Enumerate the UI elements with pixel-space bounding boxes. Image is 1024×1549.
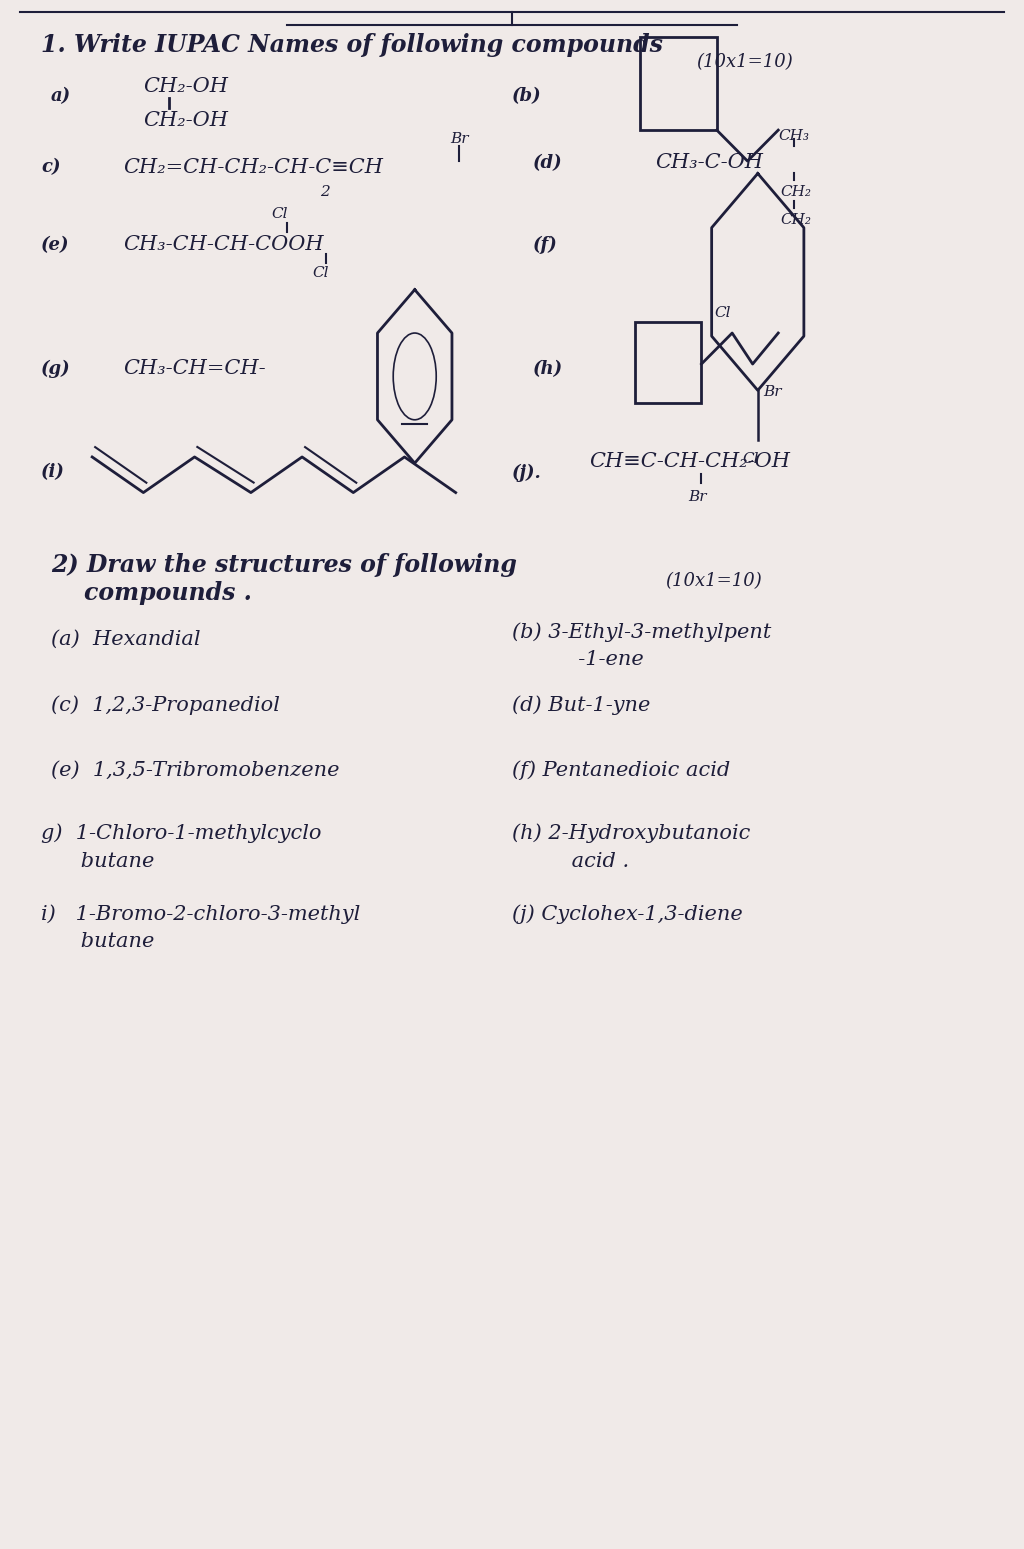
- Text: -1-ene: -1-ene: [512, 651, 644, 669]
- Text: (j).: (j).: [512, 463, 542, 482]
- Text: (j) Cyclohex-1,3-diene: (j) Cyclohex-1,3-diene: [512, 905, 742, 923]
- Text: CH₂=CH-CH₂-CH-C≡CH: CH₂=CH-CH₂-CH-C≡CH: [123, 158, 383, 177]
- Text: CH₂-OH: CH₂-OH: [143, 112, 228, 130]
- Text: (d) But-1-yne: (d) But-1-yne: [512, 696, 650, 714]
- Text: (d): (d): [532, 153, 562, 172]
- Text: Br: Br: [688, 489, 707, 505]
- Text: (h) 2-Hydroxybutanoic: (h) 2-Hydroxybutanoic: [512, 824, 751, 843]
- Text: Br: Br: [451, 132, 469, 147]
- Text: (f) Pentanedioic acid: (f) Pentanedioic acid: [512, 761, 730, 779]
- Text: i)   1-Bromo-2-chloro-3-methyl: i) 1-Bromo-2-chloro-3-methyl: [41, 905, 360, 923]
- Text: CH₃-CH=CH-: CH₃-CH=CH-: [123, 359, 265, 378]
- Text: (10x1=10): (10x1=10): [666, 572, 762, 590]
- Text: Cl: Cl: [271, 206, 288, 222]
- Text: Cl: Cl: [715, 305, 731, 321]
- Text: Cl: Cl: [742, 451, 759, 466]
- Text: (g): (g): [41, 359, 71, 378]
- Text: (b) 3-Ethyl-3-methylpent: (b) 3-Ethyl-3-methylpent: [512, 623, 771, 641]
- Bar: [686, 43, 891, 74]
- Text: c): c): [41, 158, 60, 177]
- Text: CH₂: CH₂: [780, 212, 811, 228]
- Text: (c)  1,2,3-Propanediol: (c) 1,2,3-Propanediol: [51, 696, 281, 714]
- Text: butane: butane: [41, 852, 155, 871]
- Bar: [640, 37, 717, 130]
- Text: g)  1-Chloro-1-methylcyclo: g) 1-Chloro-1-methylcyclo: [41, 824, 322, 843]
- Text: (e)  1,3,5-Tribromobenzene: (e) 1,3,5-Tribromobenzene: [51, 761, 340, 779]
- Text: Cl: Cl: [312, 265, 329, 280]
- Text: butane: butane: [41, 932, 155, 951]
- Bar: [635, 322, 701, 403]
- Text: CH₂: CH₂: [780, 184, 811, 200]
- Text: compounds .: compounds .: [51, 581, 252, 606]
- Text: (h): (h): [532, 359, 562, 378]
- Text: (b): (b): [512, 87, 542, 105]
- Text: 2: 2: [321, 184, 331, 200]
- Text: Br: Br: [763, 384, 781, 400]
- Text: (10x1=10): (10x1=10): [696, 53, 793, 71]
- Text: (e): (e): [41, 235, 70, 254]
- Text: (i): (i): [41, 463, 65, 482]
- Text: CH₃-C-OH: CH₃-C-OH: [655, 153, 763, 172]
- Text: a): a): [51, 87, 72, 105]
- Text: CH≡C-CH-CH₂-OH: CH≡C-CH-CH₂-OH: [589, 452, 790, 471]
- Text: (a)  Hexandial: (a) Hexandial: [51, 630, 201, 649]
- Text: 1. Write IUPAC Names of following compounds: 1. Write IUPAC Names of following compou…: [41, 33, 663, 57]
- Text: CH₂-OH: CH₂-OH: [143, 77, 228, 96]
- Text: (f): (f): [532, 235, 557, 254]
- Text: CH₃-CH-CH-COOH: CH₃-CH-CH-COOH: [123, 235, 324, 254]
- Text: 2) Draw the structures of following: 2) Draw the structures of following: [51, 553, 517, 578]
- Text: acid .: acid .: [512, 852, 629, 871]
- Text: CH₃: CH₃: [778, 129, 809, 144]
